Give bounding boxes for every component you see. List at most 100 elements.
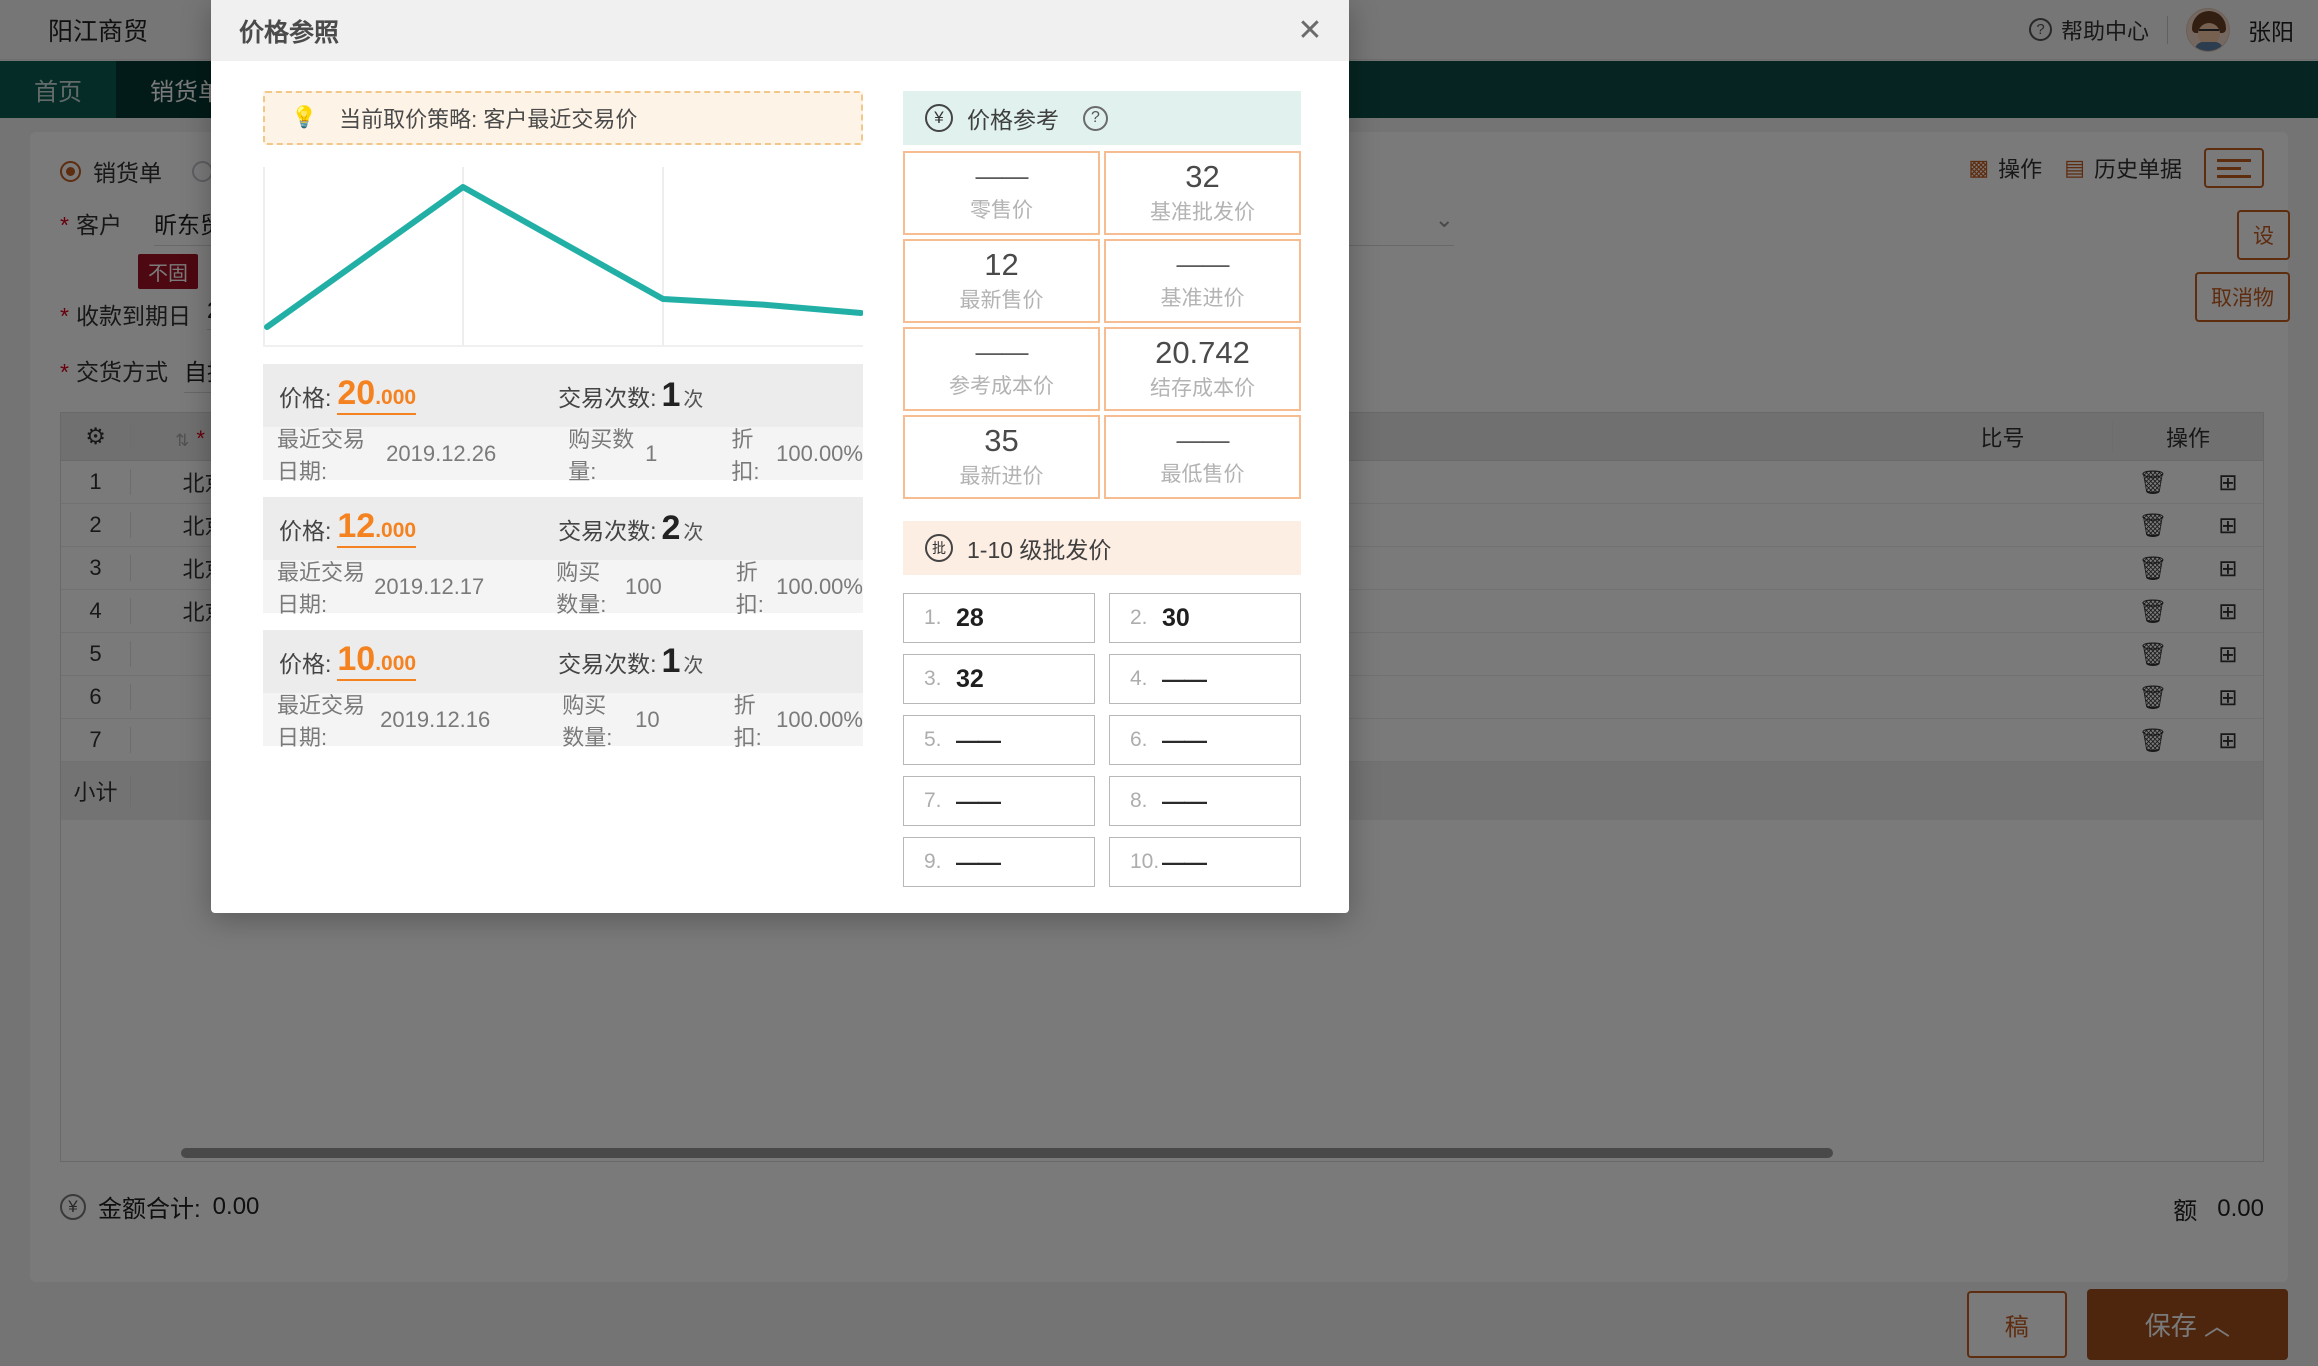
tier-number: 7.: [924, 789, 942, 812]
price-cell-label: 零售价: [970, 198, 1033, 222]
price-cell[interactable]: 20.742 结存成本价: [1104, 327, 1301, 411]
wholesale-tier[interactable]: 1. 28: [903, 593, 1095, 643]
qty-value: 100: [625, 573, 662, 599]
tier-value: ――: [956, 848, 1001, 875]
discount-label: 折扣:: [735, 559, 764, 617]
tier-value: ――: [1162, 665, 1207, 692]
price-decimal: .000: [375, 518, 417, 542]
discount-label: 折扣:: [731, 426, 760, 484]
price-cell-label: 参考成本价: [949, 374, 1054, 398]
price-label: 价格:: [279, 517, 332, 544]
wholesale-tier-grid: 1. 28 2. 30 3. 32 4. ―― 5. ――: [903, 593, 1301, 887]
price-cell-value: 32: [1185, 158, 1220, 194]
discount-value: 100.00%: [776, 706, 863, 732]
wholesale-tier[interactable]: 3. 32: [903, 654, 1095, 704]
price-cell[interactable]: ―― 零售价: [903, 151, 1100, 235]
wholesale-tier[interactable]: 5. ――: [903, 715, 1095, 765]
dialog-header: 价格参照 ✕: [211, 0, 1349, 61]
price-cell-value: 12: [984, 246, 1019, 282]
transaction-count: 交易次数: 1 次: [558, 376, 703, 415]
wholesale-tier[interactable]: 2. 30: [1109, 593, 1301, 643]
tier-value: 28: [956, 603, 984, 632]
tier-value: ――: [956, 787, 1001, 814]
count-label: 交易次数:: [558, 518, 657, 544]
price-cell[interactable]: 35 最新进价: [903, 415, 1100, 499]
count-label: 交易次数:: [558, 385, 657, 411]
price-value[interactable]: 20.000: [337, 375, 417, 416]
last-date-label: 最近交易日期:: [277, 426, 366, 484]
wholesale-tier[interactable]: 9. ――: [903, 837, 1095, 887]
price-cell-value: ――: [1176, 248, 1230, 279]
close-icon[interactable]: ✕: [1297, 13, 1323, 47]
transaction-summary: 价格: 10.000 交易次数: 1 次: [263, 630, 863, 693]
page-title: 价格参照: [239, 18, 340, 47]
qty-label: 购买数量:: [562, 692, 613, 750]
dialog-body: 💡 当前取价策略: 客户最近交易价 价格: 20.000: [211, 61, 1349, 887]
price-value[interactable]: 10.000: [337, 639, 417, 682]
wholesale-title: 1-10 级批发价: [967, 537, 1112, 563]
right-column: ¥ 价格参考 ? ―― 零售价 32 基准批发价 12 最新售价 ――: [903, 91, 1301, 887]
transaction-count: 交易次数: 2 次: [558, 509, 703, 548]
price-cell-value: ――: [975, 336, 1029, 367]
tier-value: ――: [956, 726, 1001, 753]
tier-number: 3.: [924, 667, 942, 690]
price-cell-value: 20.742: [1155, 334, 1250, 370]
chart-data-line: [264, 184, 863, 330]
wholesale-tier[interactable]: 7. ――: [903, 776, 1095, 826]
count-value: 1: [661, 642, 681, 680]
wholesale-tier[interactable]: 6. ――: [1109, 715, 1301, 765]
transaction-card: 价格: 12.000 交易次数: 2 次 最近交易日期: 2019.12.17 …: [263, 497, 863, 617]
transaction-details: 最近交易日期: 2019.12.16 购买数量: 10 折扣: 100.00%: [263, 693, 863, 750]
price-cell[interactable]: 12 最新售价: [903, 239, 1100, 323]
tier-number: 2.: [1130, 606, 1148, 629]
tier-value: ――: [1162, 848, 1207, 875]
last-date-value: 2019.12.16: [380, 706, 491, 732]
transaction-details: 最近交易日期: 2019.12.26 购买数量: 1 折扣: 100.00%: [263, 427, 863, 484]
price-cell-value: 35: [984, 422, 1019, 458]
price-integer: 10: [337, 639, 376, 678]
last-date-label: 最近交易日期:: [277, 559, 366, 617]
price-cell[interactable]: ―― 参考成本价: [903, 327, 1100, 411]
price-history-chart: [263, 167, 863, 347]
transaction-card: 价格: 20.000 交易次数: 1 次 最近交易日期: 2019.12.26 …: [263, 364, 863, 484]
question-circle-icon[interactable]: ?: [1083, 105, 1108, 131]
discount-value: 100.00%: [776, 440, 863, 466]
wholesale-tier[interactable]: 4. ――: [1109, 654, 1301, 704]
tier-number: 8.: [1130, 789, 1148, 812]
last-date-label: 最近交易日期:: [277, 692, 366, 750]
pricing-strategy-text: 当前取价策略: 客户最近交易价: [339, 107, 638, 132]
price-cell-value: ――: [1176, 424, 1230, 455]
tier-number: 6.: [1130, 728, 1148, 751]
price-cell-value: ――: [975, 160, 1029, 191]
price-reference-title: 价格参考: [967, 107, 1059, 133]
qty-label: 购买数量:: [568, 426, 635, 484]
yen-circle-icon: ¥: [925, 104, 953, 132]
price-cell-label: 最新进价: [959, 464, 1044, 488]
last-date-value: 2019.12.17: [374, 573, 485, 599]
tier-value: ――: [1162, 787, 1207, 814]
price-reference-dialog: 价格参照 ✕ 💡 当前取价策略: 客户最近交易价 价格:: [211, 0, 1349, 913]
qty-label: 购买数量:: [556, 559, 607, 617]
tier-value: ――: [1162, 726, 1207, 753]
transaction-count: 交易次数: 1 次: [558, 642, 703, 681]
price-integer: 12: [337, 506, 376, 545]
price-cell[interactable]: 32 基准批发价: [1104, 151, 1301, 235]
count-unit: 次: [683, 389, 704, 411]
last-date-value: 2019.12.26: [386, 440, 497, 466]
price-cell[interactable]: ―― 最低售价: [1104, 415, 1301, 499]
wholesale-tier[interactable]: 10. ――: [1109, 837, 1301, 887]
pricing-strategy-hint: 💡 当前取价策略: 客户最近交易价: [263, 91, 863, 145]
price-label: 价格:: [279, 650, 332, 677]
discount-label: 折扣:: [733, 692, 762, 750]
count-unit: 次: [683, 655, 704, 677]
chart-svg: [263, 167, 863, 347]
transaction-summary: 价格: 20.000 交易次数: 1 次: [263, 364, 863, 427]
price-value[interactable]: 12.000: [337, 506, 417, 549]
price-cell[interactable]: ―― 基准进价: [1104, 239, 1301, 323]
price-cell-label: 最新售价: [959, 288, 1044, 312]
price-decimal: .000: [375, 651, 417, 675]
price-reference-section-header: ¥ 价格参考 ?: [903, 91, 1301, 145]
qty-value: 1: [645, 440, 658, 466]
price-reference-grid: ―― 零售价 32 基准批发价 12 最新售价 ―― 基准进价 ―― 参考成: [903, 151, 1301, 499]
wholesale-tier[interactable]: 8. ――: [1109, 776, 1301, 826]
